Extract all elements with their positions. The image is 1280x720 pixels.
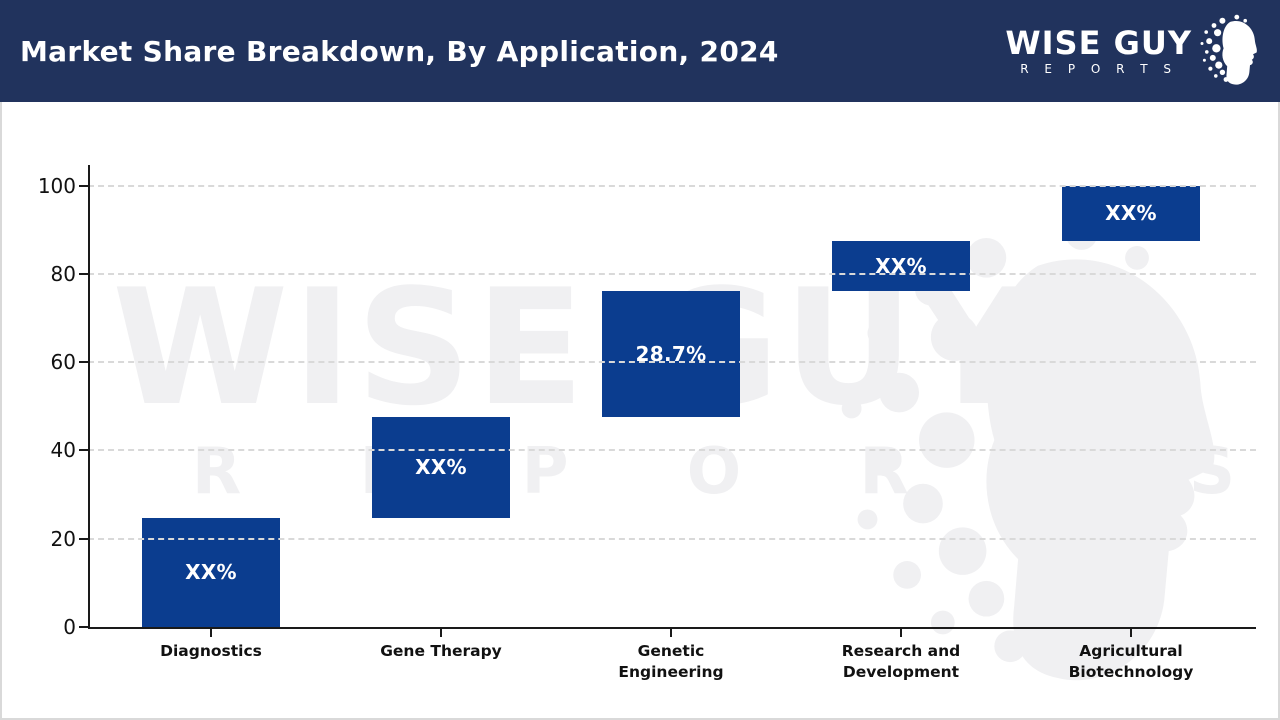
x-tick-mark [900,629,902,637]
x-axis-line [88,627,1256,629]
gridline-20 [88,537,1256,540]
y-tick-label-0: 0 [63,615,76,639]
y-tick-label-40: 40 [50,438,76,463]
x-tick-mark [210,629,212,637]
gridline-60 [88,361,1256,364]
watermark-text-line1: WISE GUY [112,254,1038,441]
x-tick-mark [440,629,442,637]
wiseguy-logo-text: WISE GUY R E P O R T S [1005,27,1192,75]
y-tick-mark-0 [79,626,88,628]
page-title: Market Share Breakdown, By Application, … [20,34,779,68]
logo-name: WISE GUY [1005,24,1192,62]
gridline-40 [88,449,1256,452]
header: Market Share Breakdown, By Application, … [0,0,1280,102]
x-category-label: Genetic Engineering [618,642,724,681]
x-category-label: Research and Development [841,642,961,681]
chart-region: WISE GUY R E P O R T S 0 20 40 60 80 100 XX% Di… [0,102,1280,720]
y-tick-mark-20 [79,537,88,540]
bar-segment: XX% [142,517,280,627]
y-axis-line [88,165,90,629]
bar-segment: XX% [372,417,510,518]
gridline-100 [88,184,1256,187]
bar-value-label: XX% [185,560,237,585]
x-category-label: Gene Therapy [380,642,502,660]
x-category-label: Diagnostics [160,642,262,660]
wiseguy-logo: WISE GUY R E P O R T S [1005,13,1262,89]
y-tick-mark-80 [79,272,88,275]
y-tick-label-20: 20 [50,526,76,551]
bar-value-label: XX% [415,455,467,480]
y-tick-label-100: 100 [37,173,76,198]
y-tick-label-80: 80 [50,261,76,286]
bar-value-label: XX% [1105,201,1157,226]
x-category-label: Agricultural Biotechnology [1068,642,1194,681]
logo-subtitle: R E P O R T S [1020,62,1178,76]
y-tick-label-60: 60 [50,350,76,375]
x-tick-mark [670,629,672,637]
y-tick-mark-40 [79,449,88,452]
wiseguy-head-icon [1200,14,1257,85]
y-tick-mark-100 [79,184,88,187]
bar-segment: 28.7% [602,290,740,418]
gridline-80 [88,272,1256,275]
x-tick-mark [1130,629,1132,637]
bar-segment: XX% [832,241,970,291]
bar-segment: XX% [1062,185,1200,242]
y-tick-mark-60 [79,361,88,364]
